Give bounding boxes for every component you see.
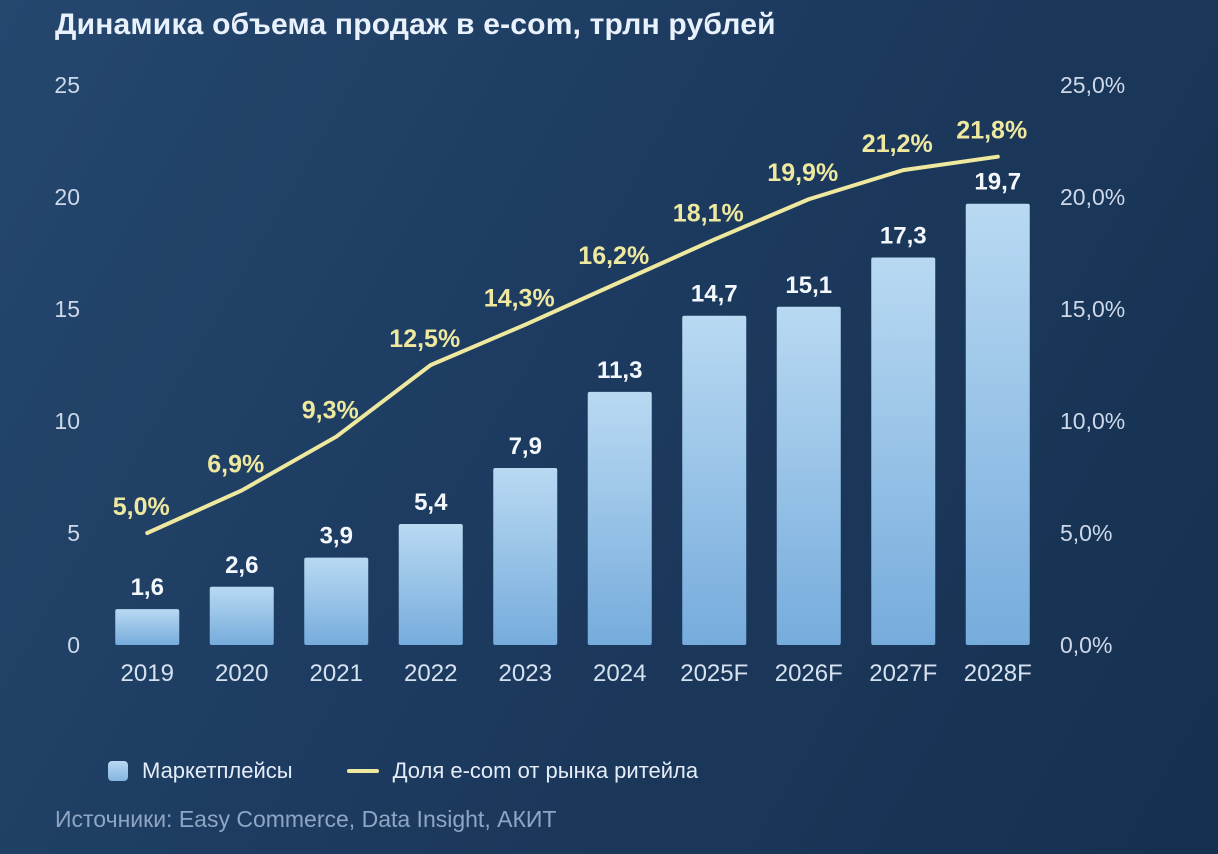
- y-axis-right-label: 0,0%: [1060, 632, 1112, 658]
- bar-swatch-icon: [108, 761, 128, 781]
- bar-value-label: 3,9: [320, 523, 353, 550]
- bar-value-label: 17,3: [880, 222, 927, 249]
- line-swatch-icon: [346, 769, 379, 773]
- x-axis-label: 2019: [121, 660, 174, 687]
- y-axis-right-label: 20,0%: [1060, 184, 1125, 210]
- bar-value-label: 15,1: [785, 272, 832, 299]
- combo-chart: 0 5 10 15 20 25 0,0% 5,0% 10,0% 15,0% 20,0% 25,0% 1,…: [54, 72, 1125, 687]
- bar: [587, 391, 652, 645]
- y-axis-left-label: 20: [54, 184, 80, 210]
- bar-value-label: 7,9: [509, 433, 542, 460]
- legend-label-marketplaces: Маркетплейсы: [142, 758, 293, 783]
- y-axis-right-label: 15,0%: [1060, 296, 1125, 322]
- x-axis-label: 2023: [499, 660, 552, 687]
- line-point-label: 12,5%: [389, 325, 460, 353]
- bar: [776, 306, 841, 645]
- y-axis-left-label: 0: [67, 632, 80, 658]
- y-axis-left-label: 10: [54, 408, 80, 434]
- x-axis-label: 2025F: [680, 660, 748, 687]
- bar: [304, 557, 369, 645]
- y-axis-left-label: 15: [54, 296, 80, 322]
- line-point-label: 14,3%: [484, 285, 555, 313]
- bar-value-label: 5,4: [414, 489, 448, 516]
- bar: [871, 257, 936, 645]
- line-point-label: 18,1%: [673, 200, 744, 228]
- bar-value-label: 2,6: [225, 552, 258, 579]
- x-axis-label: 2028F: [964, 660, 1032, 687]
- y-axis-left-label: 5: [67, 520, 80, 546]
- line-point-label: 16,2%: [578, 242, 649, 270]
- bar-value-label: 19,7: [974, 169, 1021, 196]
- bar-value-label: 14,7: [691, 281, 738, 308]
- trend-line: [145, 154, 1000, 535]
- bar-value-label: 11,3: [597, 357, 642, 384]
- y-axis-right-label: 10,0%: [1060, 408, 1125, 434]
- bar-value-label: 1,6: [131, 574, 164, 601]
- line-point-label: 9,3%: [302, 397, 359, 425]
- legend: Маркетплейсы Доля e-com от рынка ритейла: [108, 758, 698, 784]
- y-axis-right-label: 25,0%: [1060, 72, 1125, 98]
- bar: [965, 203, 1030, 645]
- x-axis-label: 2021: [310, 660, 363, 687]
- line-point-label: 19,9%: [767, 159, 838, 187]
- bar: [115, 609, 180, 645]
- line-point-label: 6,9%: [207, 450, 264, 478]
- x-axis-label: 2024: [593, 660, 646, 687]
- x-axis-label: 2022: [404, 660, 457, 687]
- legend-item-ecom-share: Доля e-com от рынка ритейла: [346, 758, 699, 784]
- source-text: Источники: Easy Commerce, Data Insight, …: [55, 806, 557, 832]
- line-point-label: 21,2%: [862, 130, 933, 158]
- x-axis-label: 2026F: [775, 660, 843, 687]
- line-point-label: 21,8%: [956, 117, 1027, 145]
- y-axis-right-label: 5,0%: [1060, 520, 1112, 546]
- y-axis-left-label: 25: [54, 72, 80, 98]
- x-axis-label: 2020: [215, 660, 268, 687]
- legend-label-ecom-share: Доля e-com от рынка ритейла: [392, 758, 699, 783]
- legend-item-marketplaces: Маркетплейсы: [108, 758, 293, 784]
- bar: [398, 524, 463, 645]
- line-point-label: 5,0%: [113, 493, 170, 521]
- chart-title: Динамика объема продаж в e-com, трлн руб…: [55, 8, 776, 41]
- bar: [209, 586, 274, 645]
- x-axis-label: 2027F: [869, 660, 937, 687]
- bar: [493, 468, 558, 645]
- bar: [682, 315, 747, 645]
